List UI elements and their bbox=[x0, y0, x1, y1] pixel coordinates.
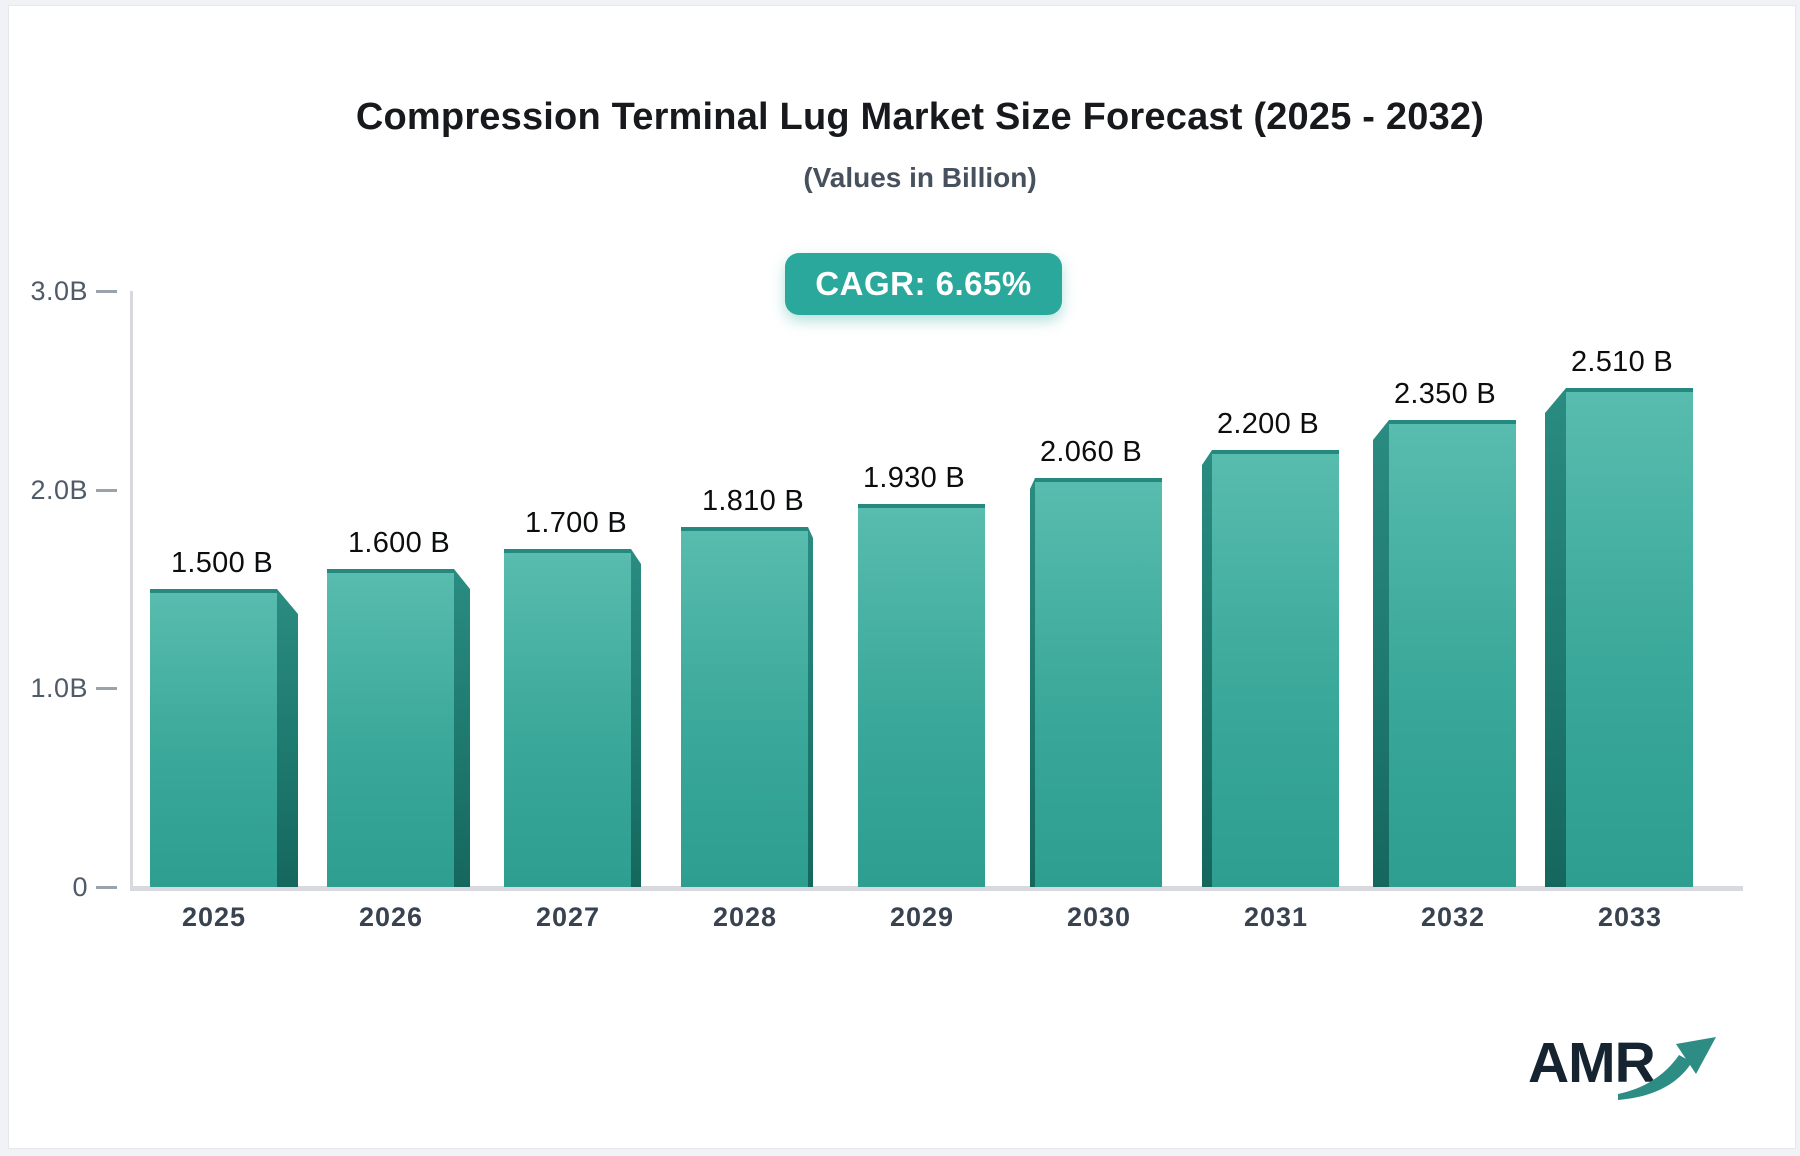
bar-2030 bbox=[1035, 478, 1162, 887]
chart-title: Compression Terminal Lug Market Size For… bbox=[355, 96, 1485, 138]
bar-side-face-2033 bbox=[1545, 388, 1566, 887]
bar-2025 bbox=[150, 589, 277, 887]
bar-2031 bbox=[1212, 450, 1339, 887]
bar-2027 bbox=[504, 549, 631, 887]
x-axis-label-2029: 2029 bbox=[889, 902, 955, 932]
chart-subtitle: (Values in Billion) bbox=[803, 162, 1037, 193]
bar-side-face-2025 bbox=[277, 589, 298, 887]
bar-side-face-2026 bbox=[454, 569, 470, 887]
bar-side-face-2032 bbox=[1373, 420, 1389, 887]
bar-value-label-2031: 2.200 B bbox=[1216, 408, 1320, 440]
bar-value-label-2027: 1.700 B bbox=[524, 507, 628, 539]
bar-value-label-2026: 1.600 B bbox=[347, 527, 451, 559]
x-axis-label-2027: 2027 bbox=[535, 902, 601, 932]
y-tick-mark bbox=[96, 488, 117, 492]
bar-value-label-2030: 2.060 B bbox=[1039, 436, 1143, 468]
bar-side-face-2030 bbox=[1030, 478, 1035, 887]
bar-2032 bbox=[1389, 420, 1516, 887]
bar-value-label-2032: 2.350 B bbox=[1393, 378, 1497, 410]
bar-2028 bbox=[681, 527, 808, 887]
amr-logo-text: AMR bbox=[1528, 1031, 1656, 1095]
y-tick-mark bbox=[96, 687, 117, 691]
x-axis-label-2025: 2025 bbox=[181, 902, 247, 932]
bar-value-label-2028: 1.810 B bbox=[701, 485, 805, 517]
growth-arrow-icon bbox=[1618, 1037, 1716, 1100]
amr-logo: AMR bbox=[1528, 1030, 1738, 1116]
y-tick-mark bbox=[96, 290, 117, 293]
y-tick-label: 3.0B bbox=[30, 276, 88, 306]
x-axis-label-2033: 2033 bbox=[1597, 902, 1663, 932]
bar-2033 bbox=[1566, 388, 1693, 887]
bar-side-face-2027 bbox=[631, 549, 641, 887]
x-axis-label-2030: 2030 bbox=[1066, 902, 1132, 932]
bar-2029 bbox=[858, 504, 985, 887]
y-tick-label: 0 bbox=[72, 872, 88, 902]
cagr-badge: CAGR: 6.65% bbox=[785, 253, 1062, 315]
bar-value-label-2029: 1.930 B bbox=[862, 462, 966, 494]
y-tick-label: 1.0B bbox=[30, 673, 88, 704]
bar-side-face-2028 bbox=[808, 527, 813, 887]
x-axis-label-2031: 2031 bbox=[1243, 902, 1309, 932]
y-tick-mark bbox=[96, 886, 117, 889]
x-axis-line bbox=[130, 886, 1743, 891]
x-axis-label-2026: 2026 bbox=[358, 902, 424, 932]
bar-value-label-2025: 1.500 B bbox=[170, 547, 274, 579]
cagr-badge-label: CAGR: 6.65% bbox=[815, 265, 1032, 302]
x-axis-label-2032: 2032 bbox=[1420, 902, 1486, 932]
x-axis-label-2028: 2028 bbox=[712, 902, 778, 932]
bar-side-face-2031 bbox=[1202, 450, 1212, 887]
y-tick-label: 2.0B bbox=[30, 474, 88, 505]
bar-2026 bbox=[327, 569, 454, 887]
y-axis-line bbox=[130, 291, 133, 887]
bar-value-label-2033: 2.510 B bbox=[1570, 346, 1674, 378]
